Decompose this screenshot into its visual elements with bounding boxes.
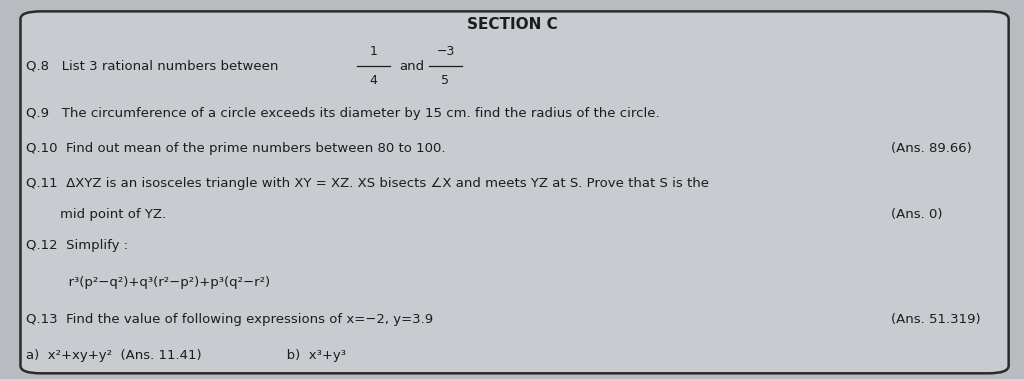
Text: Q.9   The circumference of a circle exceeds its diameter by 15 cm. find the radi: Q.9 The circumference of a circle exceed… [26, 107, 659, 120]
Text: Q.13  Find the value of following expressions of x=−2, y=3.9: Q.13 Find the value of following express… [26, 313, 433, 326]
Text: SECTION C: SECTION C [467, 17, 557, 32]
Text: and: and [399, 60, 425, 73]
Text: 4: 4 [370, 74, 378, 87]
Text: 1: 1 [370, 45, 378, 58]
Text: (Ans. 89.66): (Ans. 89.66) [891, 142, 972, 155]
Text: a)  x²+xy+y²  (Ans. 11.41)                    b)  x³+y³: a) x²+xy+y² (Ans. 11.41) b) x³+y³ [26, 349, 346, 362]
Text: mid point of YZ.: mid point of YZ. [26, 208, 166, 221]
Text: 5: 5 [441, 74, 450, 87]
Text: (Ans. 51.319): (Ans. 51.319) [891, 313, 981, 326]
Text: (Ans. 0): (Ans. 0) [891, 208, 942, 221]
Text: Q.11  ΔXYZ is an isosceles triangle with XY = XZ. XS bisects ∠X and meets YZ at : Q.11 ΔXYZ is an isosceles triangle with … [26, 177, 709, 190]
Text: Q.8   List 3 rational numbers between: Q.8 List 3 rational numbers between [26, 60, 278, 73]
Text: Q.12  Simplify :: Q.12 Simplify : [26, 239, 128, 252]
Text: r³(p²−q²)+q³(r²−p²)+p³(q²−r²): r³(p²−q²)+q³(r²−p²)+p³(q²−r²) [26, 276, 269, 289]
Text: −3: −3 [436, 45, 455, 58]
Text: Q.10  Find out mean of the prime numbers between 80 to 100.: Q.10 Find out mean of the prime numbers … [26, 142, 445, 155]
FancyBboxPatch shape [20, 11, 1009, 373]
